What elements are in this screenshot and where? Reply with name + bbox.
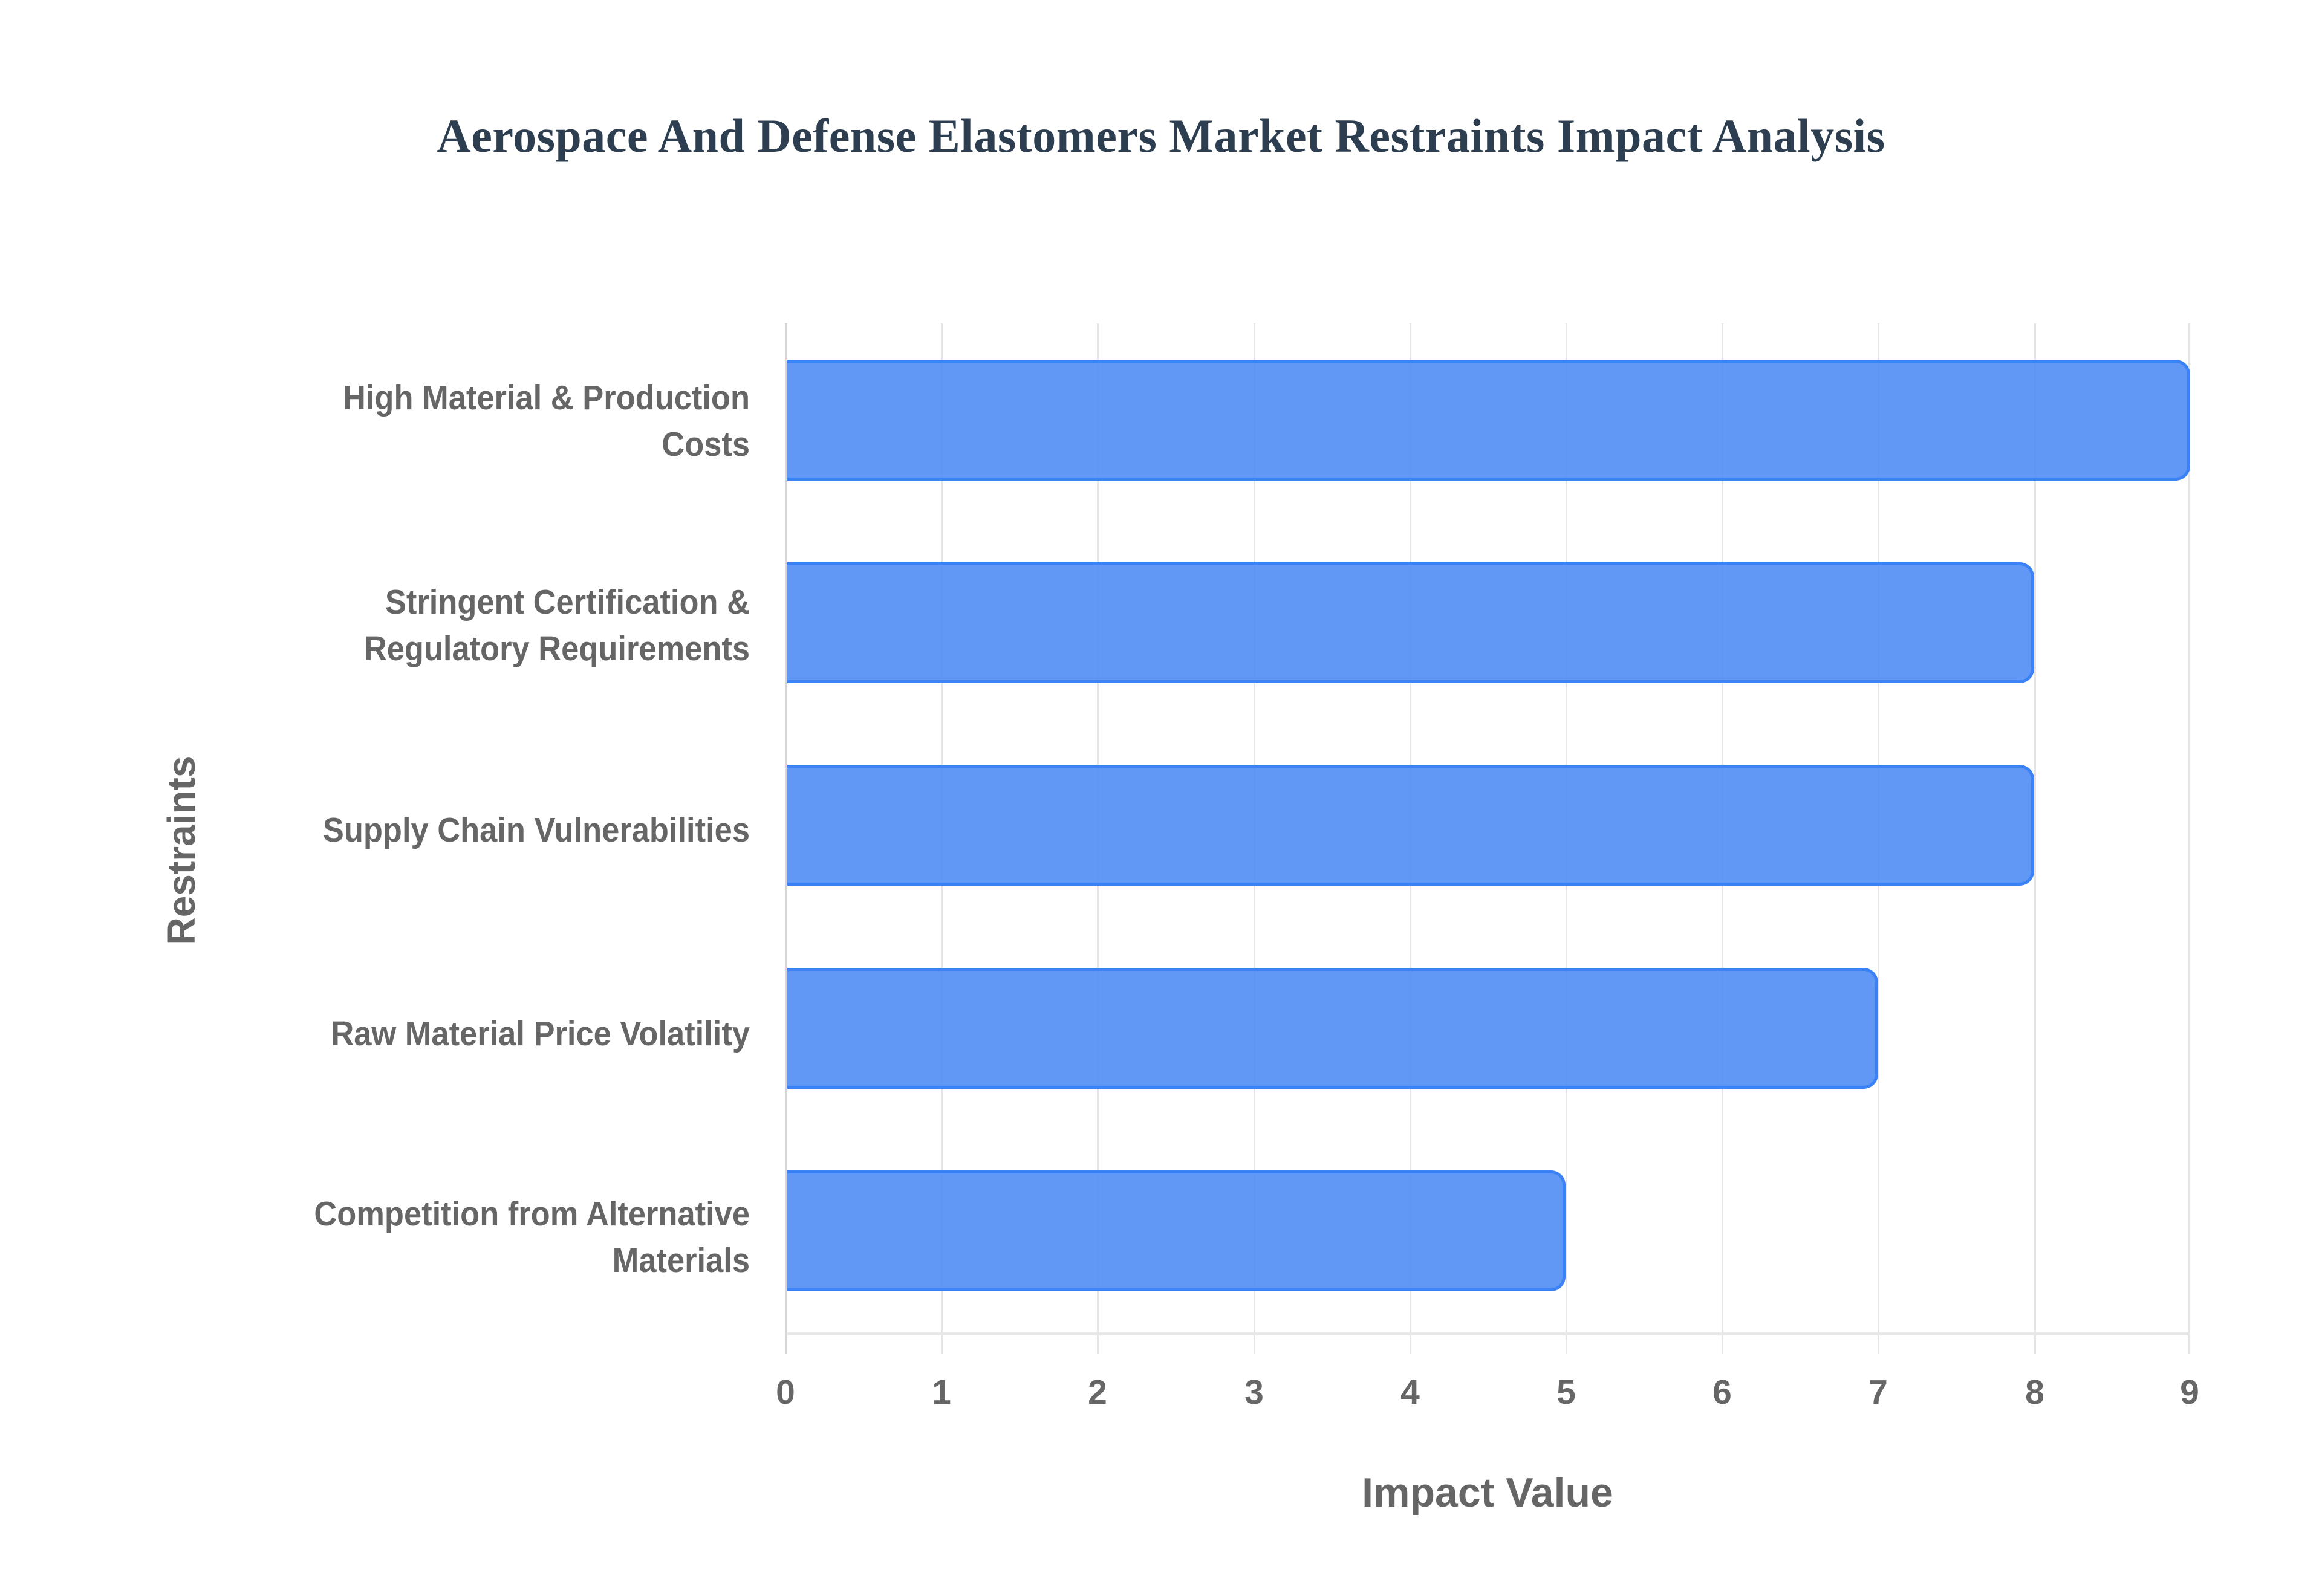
y-label-line: Supply Chain Vulnerabilities (322, 811, 750, 849)
x-tick-label: 8 (2025, 1373, 2044, 1412)
y-label-4: Competition from Alternative Materials (194, 1191, 750, 1284)
y-label-line: Materials (612, 1241, 750, 1280)
x-tick-mark (1878, 1336, 1879, 1354)
bar-supply-chain-vulnerabilities[interactable] (787, 765, 2034, 886)
y-label-0: High Material & Production Costs (194, 375, 750, 468)
plot-area (785, 323, 2190, 1354)
x-tick-mark (941, 1336, 943, 1354)
chart-title: Aerospace And Defense Elastomers Market … (437, 109, 1885, 162)
y-label-line: Raw Material Price Volatility (331, 1014, 750, 1053)
x-tick-mark (1254, 1336, 1255, 1354)
y-label-2: Supply Chain Vulnerabilities (194, 807, 750, 854)
x-tick-mark (2034, 1336, 2036, 1354)
bar-competition-alternative-materials[interactable] (787, 1170, 1566, 1291)
x-tick-label: 7 (1868, 1373, 1888, 1412)
x-tick-label: 6 (1712, 1373, 1732, 1412)
y-label-line: Costs (662, 425, 750, 464)
y-axis-line (785, 323, 787, 1354)
y-label-line: Competition from Alternative (314, 1195, 750, 1233)
bar-high-material-production-costs[interactable] (787, 360, 2190, 481)
x-tick-label: 0 (776, 1373, 795, 1412)
x-tick-mark (1410, 1336, 1411, 1354)
x-tick-label: 9 (2180, 1373, 2199, 1412)
x-tick-mark (2188, 1336, 2190, 1354)
x-tick-label: 5 (1556, 1373, 1576, 1412)
x-tick-mark (1566, 1336, 1567, 1354)
bar-raw-material-price-volatility[interactable] (787, 968, 1878, 1089)
y-label-line: Regulatory Requirements (363, 629, 750, 668)
x-tick-label: 3 (1244, 1373, 1264, 1412)
y-label-1: Stringent Certification & Regulatory Req… (194, 579, 750, 672)
x-axis-title: Impact Value (1362, 1470, 1613, 1516)
x-axis-line (785, 1332, 2190, 1335)
y-label-line: Stringent Certification & (385, 583, 750, 621)
x-tick-mark (1097, 1336, 1099, 1354)
x-tick-label: 4 (1400, 1373, 1420, 1412)
gridline (2034, 323, 2036, 1336)
x-tick-label: 2 (1088, 1373, 1107, 1412)
y-label-3: Raw Material Price Volatility (194, 1011, 750, 1057)
y-label-line: High Material & Production (342, 378, 750, 417)
x-tick-mark (1722, 1336, 1723, 1354)
gridline (2188, 323, 2190, 1336)
bar-stringent-certification[interactable] (787, 562, 2034, 683)
x-tick-label: 1 (932, 1373, 951, 1412)
